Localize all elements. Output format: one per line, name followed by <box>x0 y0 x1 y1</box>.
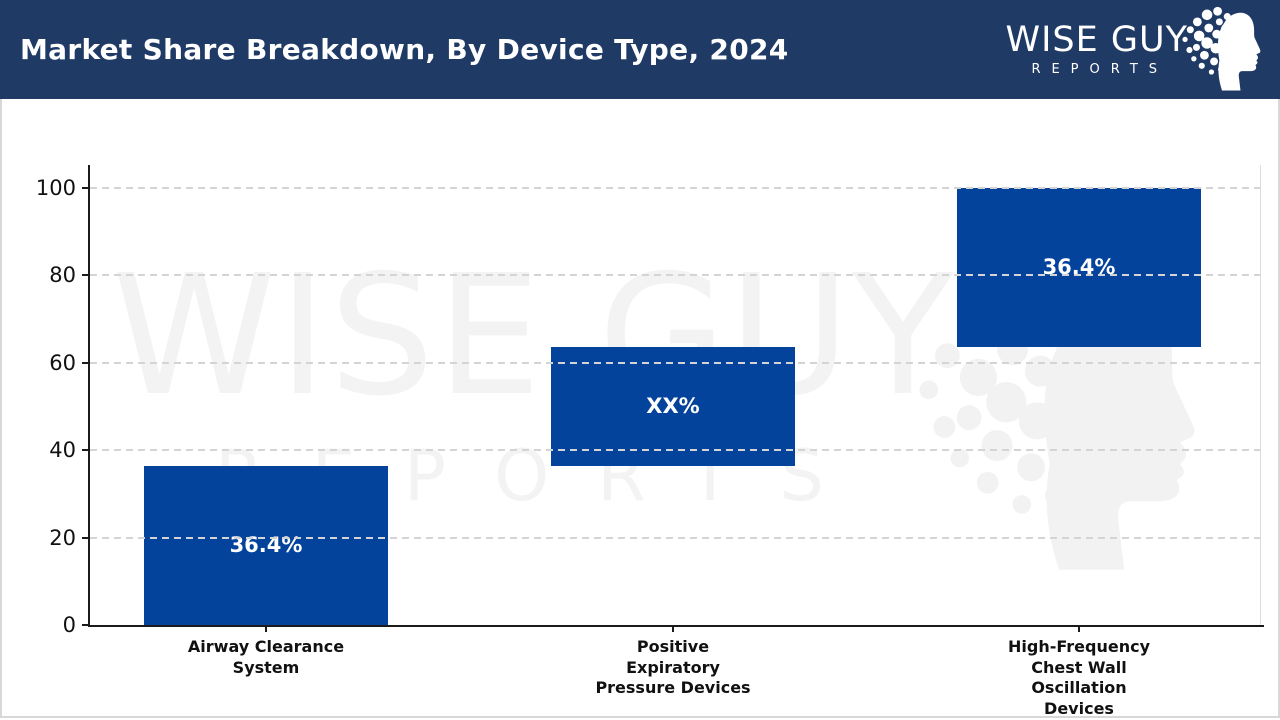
plot: 36.4% XX% 36.4% 0 20 40 60 80 100 Airway Clearanc… <box>2 99 1278 718</box>
bar-segment: XX% <box>551 346 795 466</box>
logo-wordmark: WISE GUY <box>1005 19 1188 60</box>
y-tick-label: 0 <box>62 613 76 637</box>
header: Market Share Breakdown, By Device Type, … <box>0 0 1280 99</box>
bar-segment: 36.4% <box>144 465 388 625</box>
page-title: Market Share Breakdown, By Device Type, … <box>20 33 789 66</box>
x-category-label: High-Frequency Chest Wall Oscillation Devic… <box>914 637 1244 718</box>
plot-right-spine <box>1260 165 1261 625</box>
x-category-label-line: Expiratory <box>626 657 720 677</box>
y-tick-mark <box>82 274 90 276</box>
x-category-label-line: High-Frequency <box>1007 637 1150 656</box>
gridline-100 <box>90 186 1260 189</box>
x-category-label-line: Chest Wall <box>1031 657 1127 677</box>
x-category-label-line: System <box>232 657 300 677</box>
y-tick-mark <box>82 186 90 189</box>
y-tick-mark <box>82 536 90 539</box>
bar-segment: 36.4% <box>957 187 1201 347</box>
x-category-label: Positive Expiratory Pressure Devices <box>508 637 838 699</box>
x-category-label-line: Pressure Devices <box>595 678 751 697</box>
x-tick-mark <box>1078 625 1080 632</box>
y-axis-spine <box>88 165 90 627</box>
bar-value-label: XX% <box>646 394 700 419</box>
y-tick-label: 80 <box>49 263 76 287</box>
logo-subtitle: REPORTS <box>1031 61 1169 77</box>
y-tick-label: 100 <box>35 175 76 200</box>
gridline-80 <box>90 274 1260 276</box>
y-tick-label: 40 <box>49 438 76 462</box>
gridline-40 <box>90 449 1260 451</box>
gridline-60 <box>90 361 1260 364</box>
y-tick-mark <box>82 449 90 451</box>
gridline-20 <box>90 536 1260 539</box>
x-tick-mark <box>672 625 674 632</box>
x-tick-mark <box>265 625 267 632</box>
y-tick-mark <box>82 361 90 364</box>
x-category-label: Airway Clearance System <box>101 637 431 678</box>
wise-guy-logo: WISE GUY REPORTS <box>1005 6 1270 94</box>
y-tick-mark <box>82 624 90 626</box>
wise-guy-face-icon <box>1182 6 1261 90</box>
x-category-label-line: Positive <box>636 637 710 656</box>
logo-text: WISE GUY REPORTS <box>1005 19 1188 77</box>
y-tick-label: 60 <box>49 350 76 375</box>
x-category-label-line: Oscillation <box>1031 678 1127 697</box>
x-category-label-line: Devices <box>1044 698 1114 718</box>
y-tick-label: 20 <box>49 525 76 550</box>
chart-area: WISE GUY REPORTS 36.4% XX% 36.4% 0 20 40 60 80 1… <box>0 99 1280 718</box>
x-category-label-line: Airway Clearance <box>187 637 345 656</box>
x-axis-spine <box>88 625 1264 627</box>
